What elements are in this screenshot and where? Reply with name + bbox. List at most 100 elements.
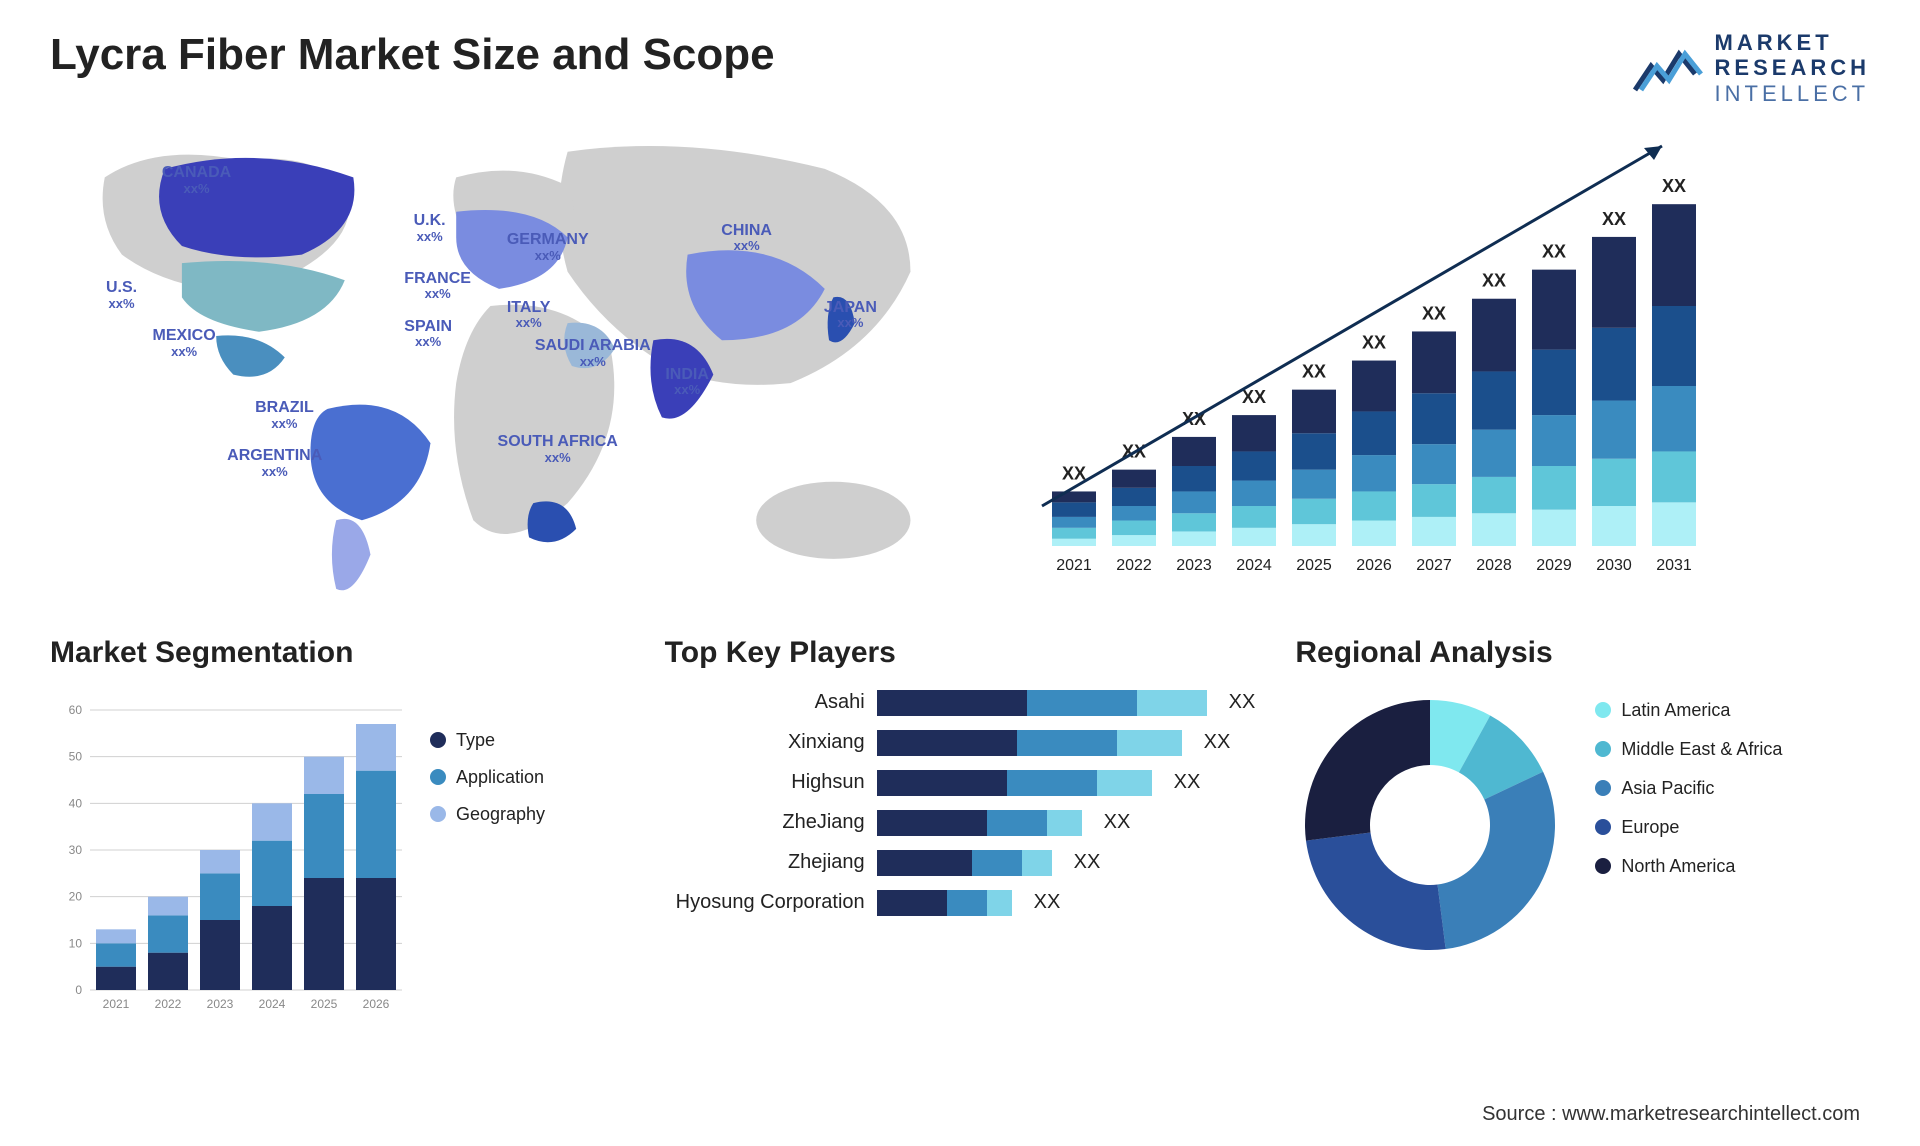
player-name: ZheJiang (665, 811, 865, 834)
svg-text:60: 60 (69, 703, 83, 717)
regional-legend-item: Asia Pacific (1595, 778, 1782, 799)
player-bar (877, 810, 1082, 836)
svg-text:XX: XX (1242, 387, 1266, 407)
player-row: Highsun XX (665, 770, 1256, 796)
player-value: XX (1204, 731, 1231, 754)
svg-text:2026: 2026 (363, 997, 390, 1011)
players-list: Asahi XX Xinxiang XX Highsun XX ZheJiang XX Zhej… (665, 690, 1256, 916)
svg-text:2021: 2021 (103, 997, 130, 1011)
regional-title: Regional Analysis (1295, 636, 1870, 670)
player-value: XX (1174, 771, 1201, 794)
svg-text:2025: 2025 (311, 997, 338, 1011)
player-bar (877, 730, 1182, 756)
map-label-brazil: BRAZILxx% (255, 399, 314, 431)
map-label-us: U.S.xx% (106, 279, 137, 311)
source-attribution: Source : www.marketresearchintellect.com (1482, 1103, 1860, 1126)
player-name: Highsun (665, 771, 865, 794)
player-row: Xinxiang XX (665, 730, 1256, 756)
svg-text:2026: 2026 (1357, 557, 1393, 574)
seg-legend-item: Geography (430, 804, 545, 825)
map-label-argentina: ARGENTINAxx% (227, 447, 322, 479)
svg-text:2022: 2022 (155, 997, 182, 1011)
growth-chart-svg: XX 2021 XX 2022 XX 2023 XX 2024 XX 2025 XX 2026 XX 20… (1022, 126, 1722, 586)
svg-text:XX: XX (1302, 362, 1326, 382)
svg-text:XX: XX (1602, 209, 1626, 229)
seg-legend-item: Type (430, 730, 545, 751)
svg-text:40: 40 (69, 796, 83, 810)
player-name: Zhejiang (665, 851, 865, 874)
page-title: Lycra Fiber Market Size and Scope (50, 30, 775, 80)
player-row: Hyosung Corporation XX (665, 890, 1256, 916)
segmentation-panel: Market Segmentation 0 10 20 30 40 50 60 2021 202… (50, 636, 625, 1056)
player-bar (877, 890, 1012, 916)
player-name: Hyosung Corporation (665, 891, 865, 914)
segmentation-chart: 0 10 20 30 40 50 60 2021 2022 2023 2024 2025 2026 (50, 690, 410, 1020)
svg-text:2022: 2022 (1117, 557, 1153, 574)
map-label-southafrica: SOUTH AFRICAxx% (498, 433, 618, 465)
svg-text:2025: 2025 (1297, 557, 1333, 574)
regional-legend-item: Europe (1595, 817, 1782, 838)
svg-text:2024: 2024 (1237, 557, 1273, 574)
svg-text:XX: XX (1482, 271, 1506, 291)
regional-panel: Regional Analysis Latin America Middle Ea… (1295, 636, 1870, 1056)
player-value: XX (1104, 811, 1131, 834)
player-value: XX (1074, 851, 1101, 874)
map-label-japan: JAPANxx% (824, 299, 877, 331)
logo-line2: RESEARCH (1715, 55, 1870, 80)
player-bar (877, 770, 1152, 796)
players-title: Top Key Players (665, 636, 1256, 670)
map-label-mexico: MEXICOxx% (153, 327, 216, 359)
player-value: XX (1034, 891, 1061, 914)
svg-text:0: 0 (75, 983, 82, 997)
logo-icon (1633, 40, 1703, 96)
logo-line3: INTELLECT (1715, 81, 1870, 106)
brand-logo: MARKET RESEARCH INTELLECT (1633, 30, 1870, 106)
svg-text:2023: 2023 (207, 997, 234, 1011)
map-label-india: INDIAxx% (665, 366, 709, 398)
player-name: Asahi (665, 691, 865, 714)
svg-text:XX: XX (1362, 332, 1386, 352)
map-label-saudiarabia: SAUDI ARABIAxx% (535, 337, 651, 369)
regional-legend-item: North America (1595, 856, 1782, 877)
map-label-china: CHINAxx% (721, 222, 772, 254)
svg-text:XX: XX (1062, 463, 1086, 483)
svg-text:30: 30 (69, 843, 83, 857)
svg-text:2030: 2030 (1597, 557, 1633, 574)
map-label-germany: GERMANYxx% (507, 231, 589, 263)
player-row: Asahi XX (665, 690, 1256, 716)
map-label-france: FRANCExx% (404, 270, 471, 302)
regional-legend-item: Middle East & Africa (1595, 739, 1782, 760)
svg-text:2027: 2027 (1417, 557, 1453, 574)
svg-text:2023: 2023 (1177, 557, 1213, 574)
players-panel: Top Key Players AsahiXXXinxiangXXHighsun… (665, 636, 1256, 1056)
player-bar (877, 690, 1207, 716)
world-map-svg (50, 126, 982, 606)
svg-text:2029: 2029 (1537, 557, 1573, 574)
svg-text:2021: 2021 (1057, 557, 1093, 574)
map-label-canada: CANADAxx% (162, 164, 231, 196)
svg-text:2024: 2024 (259, 997, 286, 1011)
map-label-spain: SPAINxx% (404, 318, 452, 350)
svg-text:XX: XX (1542, 242, 1566, 262)
svg-text:XX: XX (1422, 303, 1446, 323)
svg-text:2031: 2031 (1657, 557, 1693, 574)
seg-legend-item: Application (430, 767, 545, 788)
regional-legend-item: Latin America (1595, 700, 1782, 721)
player-name: Xinxiang (665, 731, 865, 754)
svg-text:50: 50 (69, 750, 83, 764)
segmentation-title: Market Segmentation (50, 636, 625, 670)
growth-chart: XX 2021 XX 2022 XX 2023 XX 2024 XX 2025 XX 2026 XX 20… (1022, 126, 1870, 606)
logo-line1: MARKET (1715, 30, 1870, 55)
map-label-italy: ITALYxx% (507, 299, 551, 331)
segmentation-legend: Type Application Geography (430, 730, 545, 1020)
map-label-uk: U.K.xx% (414, 212, 446, 244)
svg-text:XX: XX (1662, 176, 1686, 196)
player-row: ZheJiang XX (665, 810, 1256, 836)
player-bar (877, 850, 1052, 876)
world-map: CANADAxx% U.S.xx% MEXICOxx% BRAZILxx% ARGENT… (50, 126, 982, 606)
regional-donut (1295, 690, 1565, 960)
svg-text:10: 10 (69, 936, 83, 950)
svg-text:20: 20 (69, 890, 83, 904)
svg-text:2028: 2028 (1477, 557, 1513, 574)
player-value: XX (1229, 691, 1256, 714)
